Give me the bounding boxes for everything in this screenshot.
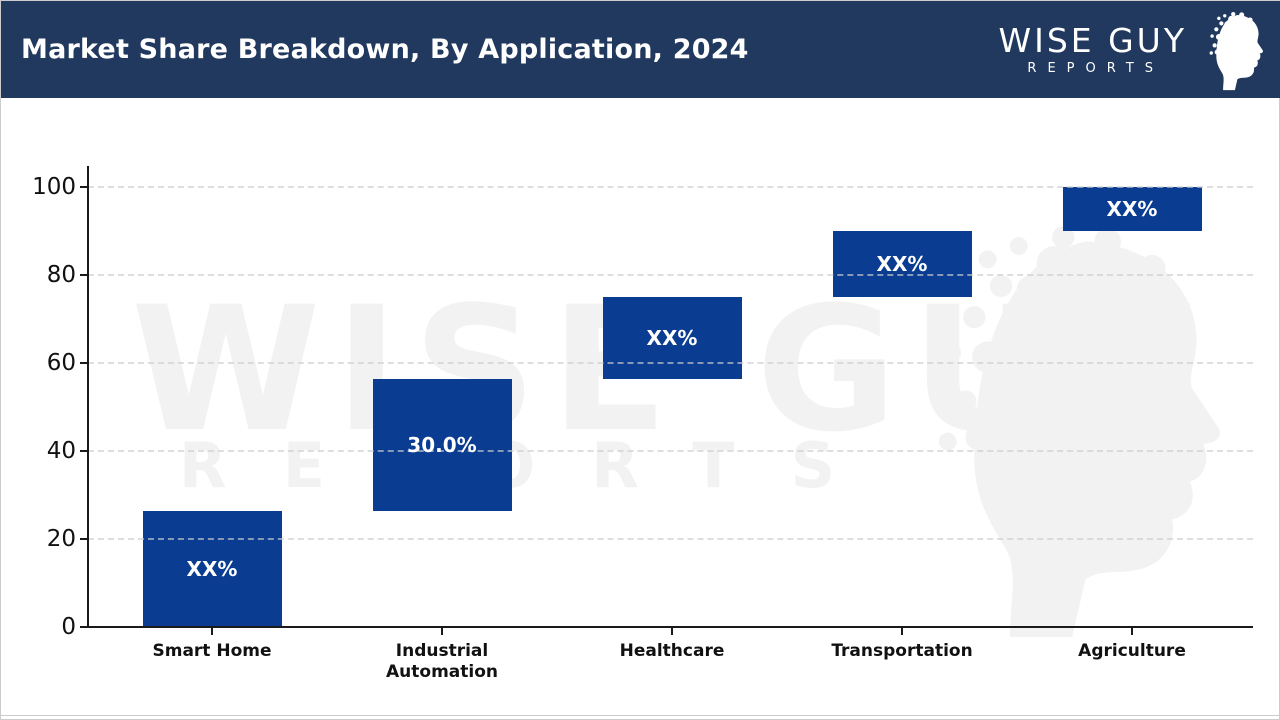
x-tick-label-3: Healthcare xyxy=(619,641,725,661)
wise-guy-reports-logo: WISE GUY REPORTS xyxy=(998,8,1267,92)
page-title: Market Share Breakdown, By Application, … xyxy=(21,34,749,65)
y-tick-label-80: 80 xyxy=(46,262,76,288)
x-tick-3 xyxy=(671,628,673,635)
bar-label-2: 30.0% xyxy=(407,433,477,458)
y-tick-label-60: 60 xyxy=(46,350,76,376)
bar-healthcare xyxy=(602,297,742,380)
x-tick-4 xyxy=(901,628,903,635)
bar-smart-home xyxy=(142,511,282,627)
x-tick-label-1: Smart Home xyxy=(152,641,272,661)
logo-text: WISE GUY REPORTS xyxy=(998,24,1187,76)
y-tick-60 xyxy=(80,362,88,364)
y-tick-label-40: 40 xyxy=(46,438,76,464)
gridline-60 xyxy=(88,362,1253,364)
x-tick-1 xyxy=(211,628,213,635)
x-tick-2 xyxy=(441,628,443,635)
bar-label-3: XX% xyxy=(646,326,698,351)
y-tick-80 xyxy=(80,274,88,276)
y-tick-label-100: 100 xyxy=(32,174,76,200)
bottom-border xyxy=(1,715,1280,716)
x-tick-label-2: Industrial Automation xyxy=(386,641,498,683)
logo-subtitle: REPORTS xyxy=(1027,60,1165,76)
bar-label-4: XX% xyxy=(876,252,928,276)
y-axis xyxy=(87,166,89,628)
gridline-80 xyxy=(88,274,1253,276)
x-tick-5 xyxy=(1131,628,1133,635)
bar-label-1: XX% xyxy=(186,557,238,582)
logo-head-icon xyxy=(1209,11,1263,90)
y-tick-40 xyxy=(80,450,88,452)
y-tick-20 xyxy=(80,538,88,540)
header: Market Share Breakdown, By Application, … xyxy=(1,1,1280,98)
y-tick-100 xyxy=(80,186,88,188)
bar-agriculture xyxy=(1062,187,1202,231)
gridline-100 xyxy=(88,186,1253,188)
y-tick-label-20: 20 xyxy=(46,526,76,552)
x-tick-label-5: Agriculture xyxy=(1078,641,1186,661)
y-tick-label-0: 0 xyxy=(61,614,76,640)
bar-industrial-automation xyxy=(372,379,512,512)
logo-wordmark: WISE GUY xyxy=(998,20,1187,60)
x-tick-label-4: Transportation xyxy=(831,641,973,661)
x-axis xyxy=(87,626,1253,628)
gridline-20 xyxy=(88,538,1253,540)
gridline-40 xyxy=(88,450,1253,452)
bar-label-5: XX% xyxy=(1106,197,1158,221)
bar-transportation xyxy=(832,231,972,297)
y-tick-0 xyxy=(80,626,88,628)
